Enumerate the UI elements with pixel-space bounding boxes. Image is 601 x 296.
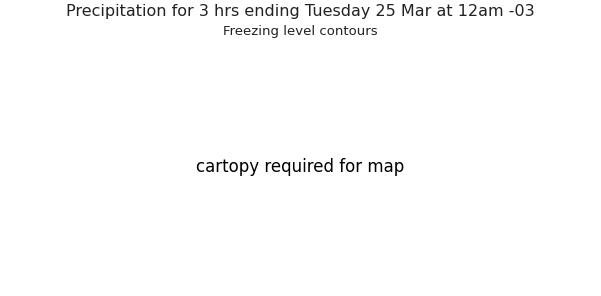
Text: Precipitation for 3 hrs ending Tuesday 25 Mar at 12am -03: Precipitation for 3 hrs ending Tuesday 2…: [66, 4, 535, 20]
Text: Freezing level contours: Freezing level contours: [223, 25, 378, 38]
Text: cartopy required for map: cartopy required for map: [197, 157, 404, 176]
